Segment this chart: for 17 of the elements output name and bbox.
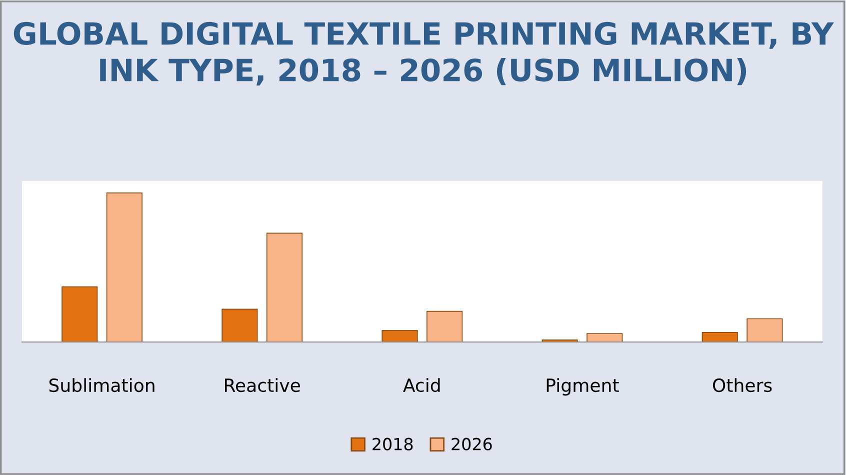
bar — [222, 308, 258, 342]
bar — [586, 333, 623, 342]
x-tick-label: Reactive — [225, 378, 300, 392]
bar — [702, 332, 738, 342]
bar — [746, 318, 783, 342]
x-tick-label: Acid — [403, 378, 440, 392]
bar — [106, 192, 142, 342]
x-tick-label: Sublimation — [49, 378, 154, 392]
x-tick-label: Others — [712, 378, 772, 392]
bar — [426, 310, 463, 342]
bar — [62, 286, 98, 342]
bar — [382, 330, 418, 342]
bar — [266, 232, 303, 342]
x-tick-label: Pigment — [546, 378, 619, 396]
legend-label: 2018 — [372, 438, 413, 450]
chart-title: GLOBAL DIGITAL TEXTILE PRINTING MARKET, BY INK TYPE, 2018 – 2026 (USD MILLION) — [14, 22, 834, 86]
legend-label: 2026 — [452, 438, 492, 450]
